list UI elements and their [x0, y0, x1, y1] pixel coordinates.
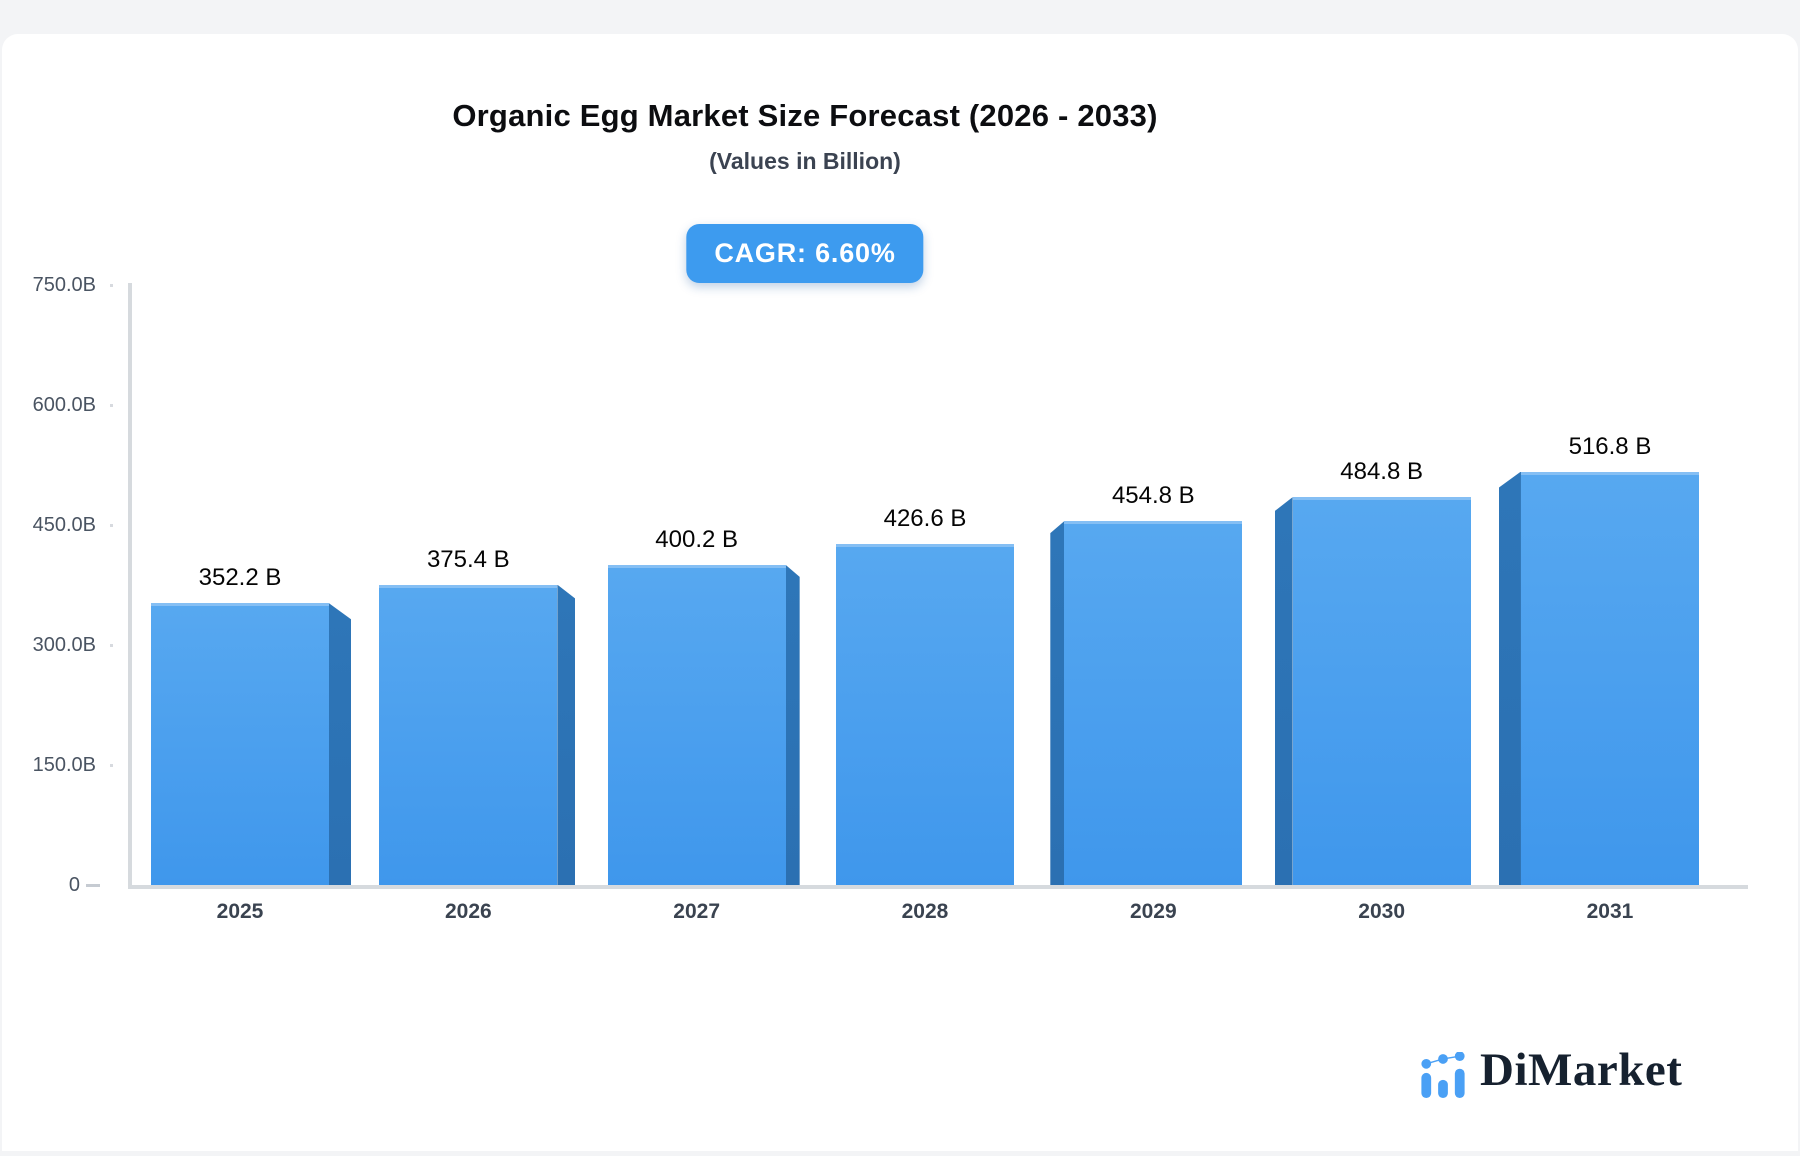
- y-axis-label-450.0B: 450.0B: [32, 514, 96, 536]
- y-tick-mark: [110, 764, 113, 767]
- chart-subtitle: (Values in Billion): [709, 148, 901, 174]
- bar-side-2030: [1274, 497, 1293, 885]
- cagr-badge: CAGR: 6.60%: [686, 224, 924, 283]
- x-axis-label-2031: 2031: [1586, 900, 1634, 923]
- y-axis-label-0: 0: [68, 874, 80, 896]
- bar-side-2025: [329, 603, 351, 885]
- bar-value-label-2028: 426.6 B: [883, 504, 967, 532]
- x-axis-label-2026: 2026: [444, 900, 492, 923]
- y-axis-label-750.0B: 750.0B: [32, 274, 96, 296]
- bar-value-label-2026: 375.4 B: [426, 545, 510, 573]
- y-axis-label-300.0B: 300.0B: [32, 634, 96, 656]
- bar-value-label-2027: 400.2 B: [655, 525, 739, 553]
- x-axis-line: [128, 885, 1748, 889]
- bar-2027: [607, 564, 786, 885]
- y-tick-mark: [110, 404, 113, 407]
- x-axis-label-2029: 2029: [1129, 900, 1177, 923]
- dimarket-logo: DiMarket: [1420, 1046, 1682, 1098]
- y-tick-mark: [110, 524, 113, 527]
- x-axis-label-2025: 2025: [216, 900, 264, 923]
- bar-side-2026: [557, 584, 576, 885]
- bar-2029: [1064, 521, 1243, 885]
- mini-bar-chart-icon: [1421, 1052, 1465, 1098]
- bar-value-label-2025: 352.2 B: [198, 564, 282, 592]
- y-axis-line: [128, 283, 132, 889]
- chart-title: Organic Egg Market Size Forecast (2026 -…: [452, 98, 1158, 133]
- y-tick-mark: [110, 284, 113, 287]
- x-axis-label-2030: 2030: [1358, 900, 1405, 923]
- bar-2030: [1292, 497, 1471, 885]
- y-tick-mark: [86, 884, 100, 887]
- bar-value-label-2031: 516.8 B: [1568, 432, 1652, 460]
- bar-side-2029: [1050, 521, 1065, 885]
- y-axis-label-150.0B: 150.0B: [32, 754, 96, 776]
- bar-2026: [379, 584, 558, 885]
- bar-side-2027: [785, 564, 800, 885]
- dimarket-brand-text: DiMarket: [1480, 1044, 1683, 1096]
- bar-2025: [151, 603, 329, 885]
- x-axis-label-2027: 2027: [673, 900, 721, 923]
- bar-value-label-2030: 484.8 B: [1340, 458, 1423, 486]
- y-axis-label-600.0B: 600.0B: [32, 394, 96, 416]
- bar-side-2031: [1498, 471, 1521, 885]
- bar-value-label-2029: 454.8 B: [1111, 482, 1195, 510]
- y-tick-mark: [110, 644, 113, 647]
- bar-2028: [835, 543, 1014, 885]
- x-axis-label-2028: 2028: [901, 900, 949, 923]
- bar-2031: [1520, 471, 1699, 885]
